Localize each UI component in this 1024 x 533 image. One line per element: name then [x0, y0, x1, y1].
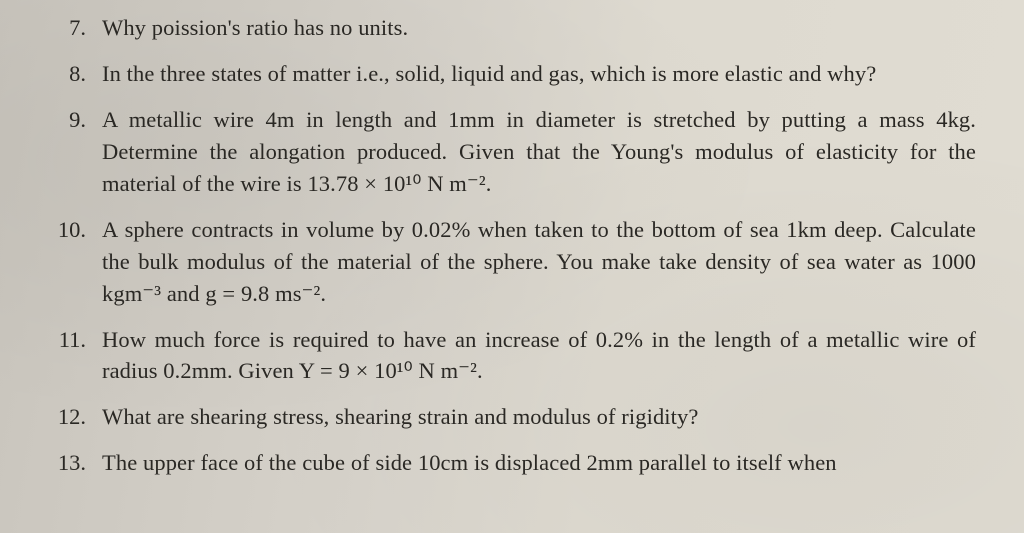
question-text: A sphere contracts in volume by 0.02% wh…: [102, 214, 976, 310]
question-11: 11. How much force is required to have a…: [48, 324, 976, 388]
question-text: In the three states of matter i.e., soli…: [102, 58, 976, 90]
question-text: Why poission's ratio has no units.: [102, 12, 976, 44]
question-number: 11.: [48, 324, 102, 388]
question-number: 8.: [48, 58, 102, 90]
question-12: 12. What are shearing stress, shearing s…: [48, 401, 976, 433]
question-number: 9.: [48, 104, 102, 200]
question-number: 10.: [48, 214, 102, 310]
question-text: The upper face of the cube of side 10cm …: [102, 447, 976, 479]
question-7: 7. Why poission's ratio has no units.: [48, 12, 976, 44]
question-13: 13. The upper face of the cube of side 1…: [48, 447, 976, 479]
question-number: 13.: [48, 447, 102, 479]
question-text: What are shearing stress, shearing strai…: [102, 401, 976, 433]
question-10: 10. A sphere contracts in volume by 0.02…: [48, 214, 976, 310]
question-text: A metallic wire 4m in length and 1mm in …: [102, 104, 976, 200]
question-number: 7.: [48, 12, 102, 44]
question-9: 9. A metallic wire 4m in length and 1mm …: [48, 104, 976, 200]
question-number: 12.: [48, 401, 102, 433]
question-8: 8. In the three states of matter i.e., s…: [48, 58, 976, 90]
question-text: How much force is required to have an in…: [102, 324, 976, 388]
